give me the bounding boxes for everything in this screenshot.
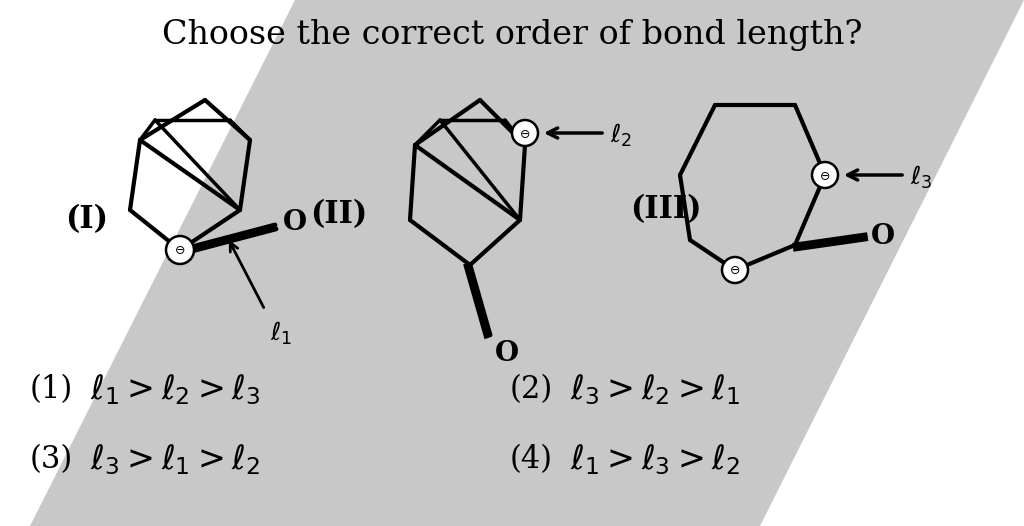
Text: (1): (1) [30, 375, 74, 406]
Text: $\ominus$: $\ominus$ [819, 169, 830, 183]
Text: O: O [495, 340, 519, 367]
Polygon shape [30, 0, 1024, 526]
Text: $\ell_3 > \ell_2 > \ell_1$: $\ell_3 > \ell_2 > \ell_1$ [570, 372, 740, 407]
Text: (I): (I) [65, 205, 108, 236]
Text: Choose the correct order of bond length?: Choose the correct order of bond length? [162, 19, 862, 51]
Text: $\ell_3$: $\ell_3$ [910, 164, 933, 190]
Text: (3): (3) [30, 444, 74, 476]
Text: $\ell_1 > \ell_2 > \ell_3$: $\ell_1 > \ell_2 > \ell_3$ [90, 372, 260, 407]
Text: $\ell_3 > \ell_1 > \ell_2$: $\ell_3 > \ell_1 > \ell_2$ [90, 443, 260, 478]
Text: (III): (III) [630, 195, 701, 226]
Text: $\ominus$: $\ominus$ [174, 245, 185, 258]
Circle shape [166, 236, 194, 264]
Text: $\ell_1$: $\ell_1$ [270, 320, 292, 347]
Text: $\ell_1 > \ell_3 > \ell_2$: $\ell_1 > \ell_3 > \ell_2$ [570, 443, 740, 478]
Text: (II): (II) [310, 199, 368, 230]
Circle shape [512, 120, 538, 146]
Text: $\ominus$: $\ominus$ [519, 127, 530, 140]
Text: O: O [871, 224, 895, 250]
Text: $\ell_2$: $\ell_2$ [610, 122, 632, 149]
Text: (4): (4) [510, 444, 553, 476]
Text: $\ominus$: $\ominus$ [729, 265, 740, 278]
Text: (2): (2) [510, 375, 553, 406]
Text: O: O [283, 209, 307, 237]
Circle shape [722, 257, 748, 283]
Circle shape [812, 162, 838, 188]
